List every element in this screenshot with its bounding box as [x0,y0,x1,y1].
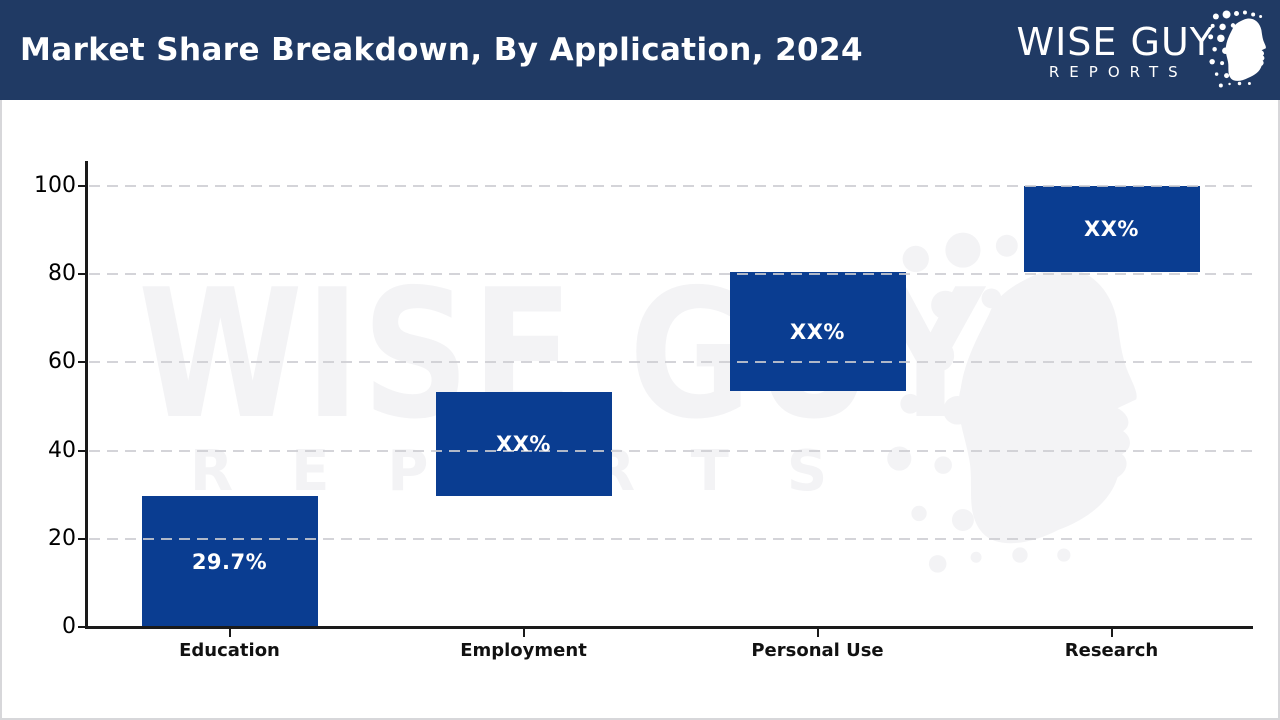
page-border-left [0,100,2,720]
y-axis-tick [78,626,87,628]
header-bar: Market Share Breakdown, By Application, … [0,0,1280,100]
page-border-right [1278,100,1280,720]
gridline [89,185,1253,187]
logo-wordmark: WISE GUY [1016,20,1214,64]
x-axis-label-personal-use: Personal Use [751,640,884,661]
page-border-bottom [0,718,1280,720]
x-axis-label-education: Education [179,640,280,661]
y-axis-tick [78,537,87,540]
logo-text: WISE GUY REPORTS [1017,23,1214,80]
bar-research [1023,186,1200,273]
gridline [89,361,1253,364]
bar-value-label: XX% [496,431,551,456]
y-axis-tick-label: 40 [48,437,76,463]
bar-personal-use [729,272,906,392]
y-axis-tick-label: 80 [48,261,76,287]
y-axis-tick [78,361,87,364]
x-axis-tick [816,629,819,637]
y-axis-tick-label: 0 [62,614,76,639]
x-axis-label-research: Research [1064,640,1159,661]
x-axis-line [85,626,1253,629]
gridline [89,273,1253,276]
y-axis-tick-label: 60 [48,349,76,375]
y-axis-tick [78,273,87,276]
bar-education [141,496,318,627]
x-axis-tick [522,629,525,637]
bar-employment [435,391,612,497]
y-axis-tick-label: 100 [34,173,76,198]
page-title: Market Share Breakdown, By Application, … [20,32,863,68]
logo-subtitle: REPORTS [1048,63,1188,81]
x-axis-tick [228,629,231,637]
y-axis-line [85,161,88,629]
x-axis-tick [1110,629,1113,637]
bar-value-label: XX% [790,319,845,344]
y-axis-tick [78,449,87,452]
bar-value-label: 29.7% [191,549,268,574]
gridline [89,537,1253,540]
wise-guy-reports-logo: WISE GUY REPORTS [1005,5,1270,95]
y-axis-tick [78,185,87,187]
x-axis-label-employment: Employment [460,640,587,661]
gridline [89,449,1253,452]
bar-value-label: XX% [1084,217,1139,242]
y-axis-tick-label: 20 [48,525,76,551]
